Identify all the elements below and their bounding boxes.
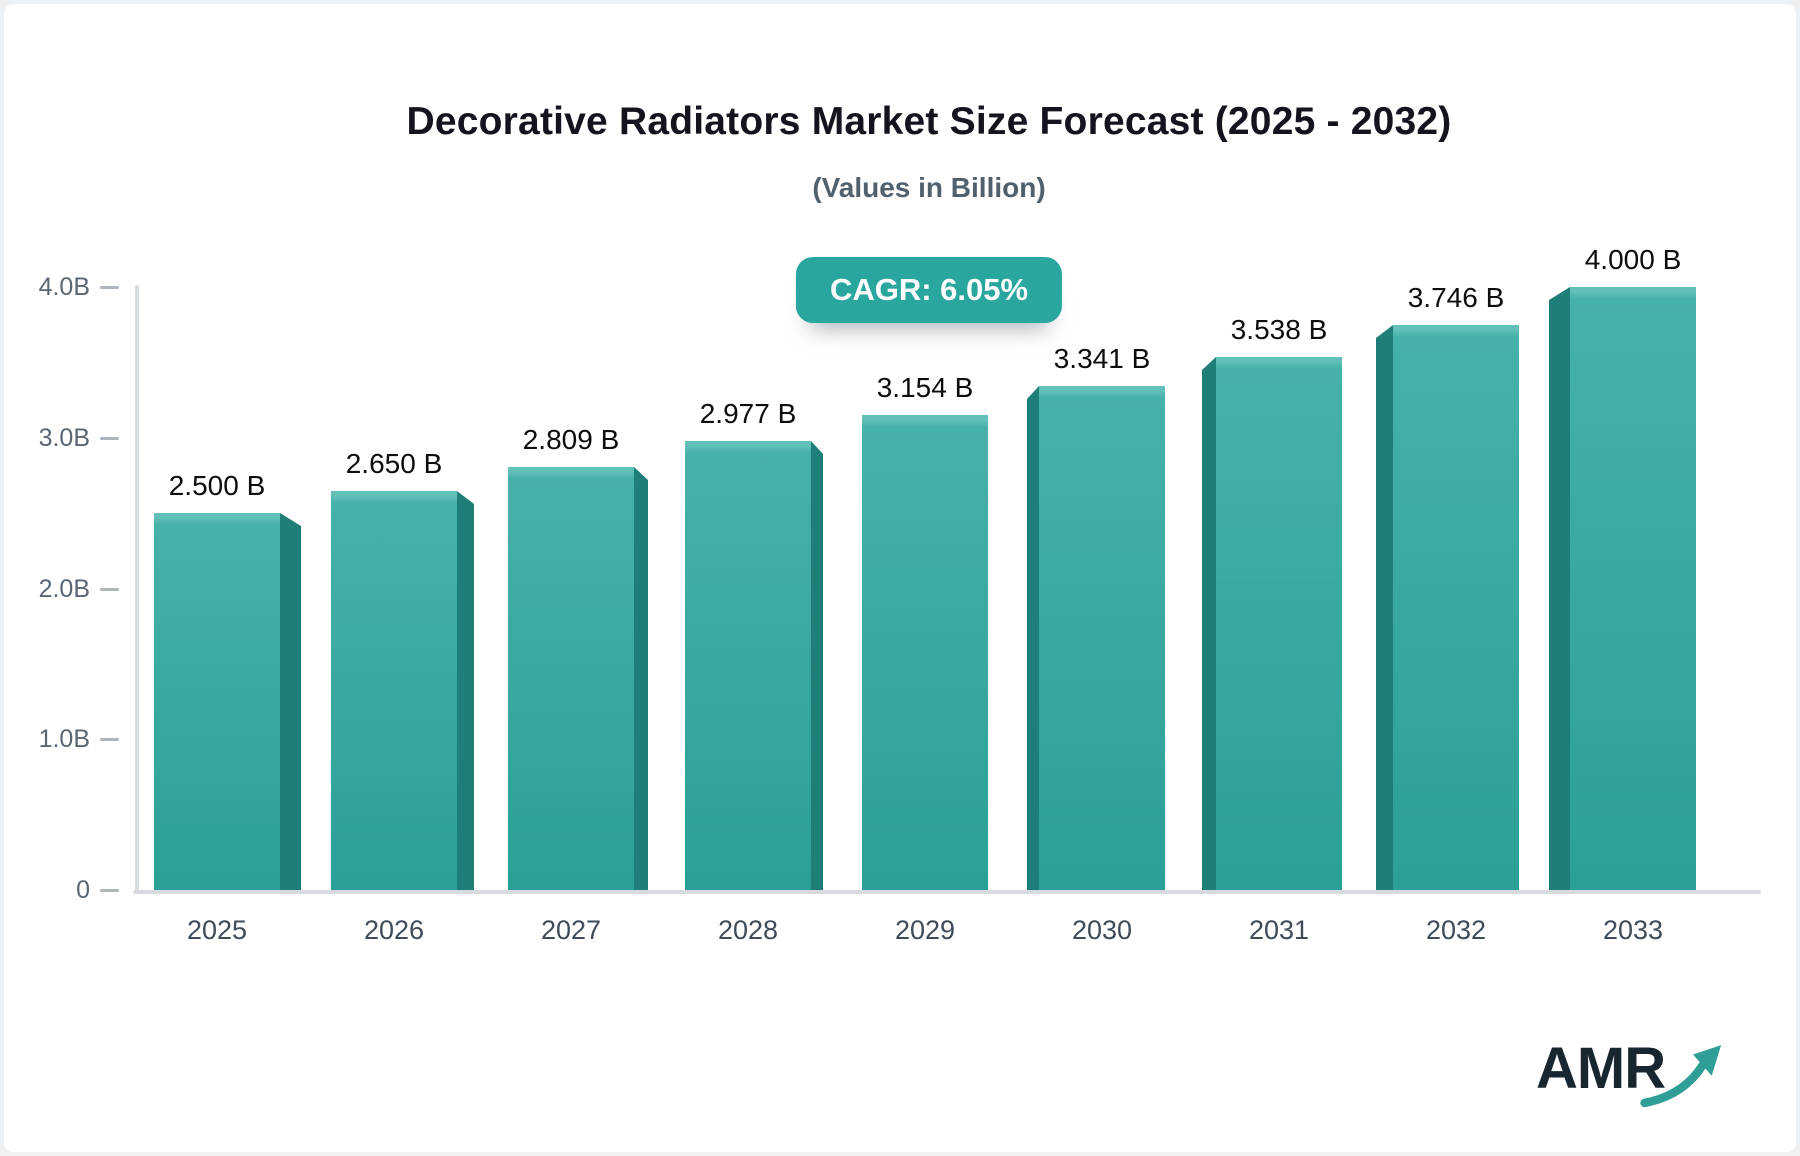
- bar-value-label: 3.538 B: [1230, 314, 1328, 345]
- x-axis-label: 2033: [1602, 915, 1664, 945]
- chart-card: Decorative Radiators Market Size Forecas…: [4, 4, 1796, 1152]
- bar-side-panel: [634, 467, 648, 890]
- bar-2025: [154, 513, 280, 890]
- bar-2033: [1570, 287, 1696, 890]
- x-axis-label: 2025: [186, 915, 248, 945]
- x-axis-label: 2030: [1071, 915, 1133, 945]
- y-axis-line: [135, 285, 139, 894]
- chart-subtitle: (Values in Billion): [812, 172, 1046, 203]
- bar-2030: [1039, 386, 1165, 890]
- bar-value-label: 3.154 B: [876, 372, 974, 403]
- chart-title: Decorative Radiators Market Size Forecas…: [406, 100, 1452, 143]
- y-axis-tick-mark: [100, 286, 119, 289]
- cagr-badge: CAGR: 6.05%: [795, 257, 1063, 323]
- bar-side-panel: [1202, 357, 1216, 890]
- x-axis-label: 2032: [1425, 915, 1487, 945]
- y-axis-tick-label: 2.0B: [38, 574, 90, 603]
- bar-chart-plot: 4.0B 3.0B 2.0B 1.0B 0 2.500 B 2025 2.650 B 2026 2…: [4, 4, 1796, 1152]
- bar-side-panel: [457, 491, 474, 890]
- y-axis-tick-label: 3.0B: [38, 423, 90, 452]
- bar-side-panel: [1027, 386, 1039, 890]
- bar-2026: [331, 491, 457, 890]
- x-axis-label: 2028: [717, 915, 779, 945]
- bar-side-panel: [1376, 325, 1393, 890]
- cagr-badge-label: CAGR: 6.05%: [829, 272, 1029, 307]
- bar-value-label: 2.809 B: [522, 424, 620, 455]
- x-axis-label: 2031: [1248, 915, 1310, 945]
- x-axis-line: [133, 890, 1761, 894]
- x-axis-label: 2027: [540, 915, 602, 945]
- bar-2027: [508, 467, 634, 890]
- bar-side-panel: [1549, 287, 1570, 890]
- bar-2028: [685, 441, 811, 890]
- bar-value-label: 4.000 B: [1584, 244, 1682, 275]
- growth-arrow-icon: [1640, 1045, 1722, 1108]
- y-axis-tick-mark: [100, 436, 119, 440]
- bar-2032: [1393, 325, 1519, 890]
- x-axis-label: 2026: [363, 915, 425, 945]
- y-axis-tick-label: 4.0B: [38, 273, 90, 301]
- y-axis-tick-mark: [100, 738, 119, 742]
- bar-2031: [1216, 357, 1342, 890]
- y-axis-tick-label: 1.0B: [38, 725, 90, 754]
- y-axis-tick-label: 0: [76, 876, 90, 904]
- y-axis-tick-mark: [100, 587, 119, 591]
- x-axis-label: 2029: [894, 915, 956, 945]
- bar-value-label: 3.746 B: [1407, 282, 1505, 313]
- bar-2029: [862, 415, 988, 890]
- bar-value-label: 2.977 B: [699, 398, 797, 429]
- bar-side-panel: [280, 513, 301, 890]
- bar-value-label: 3.341 B: [1053, 343, 1151, 374]
- amr-logo-text: AMR: [1536, 1036, 1666, 1101]
- amr-logo: AMR: [1536, 1040, 1725, 1108]
- bar-value-label: 2.500 B: [168, 470, 266, 501]
- bar-value-label: 2.650 B: [345, 448, 443, 479]
- y-axis-tick-mark: [100, 889, 119, 892]
- bar-side-panel: [811, 441, 823, 890]
